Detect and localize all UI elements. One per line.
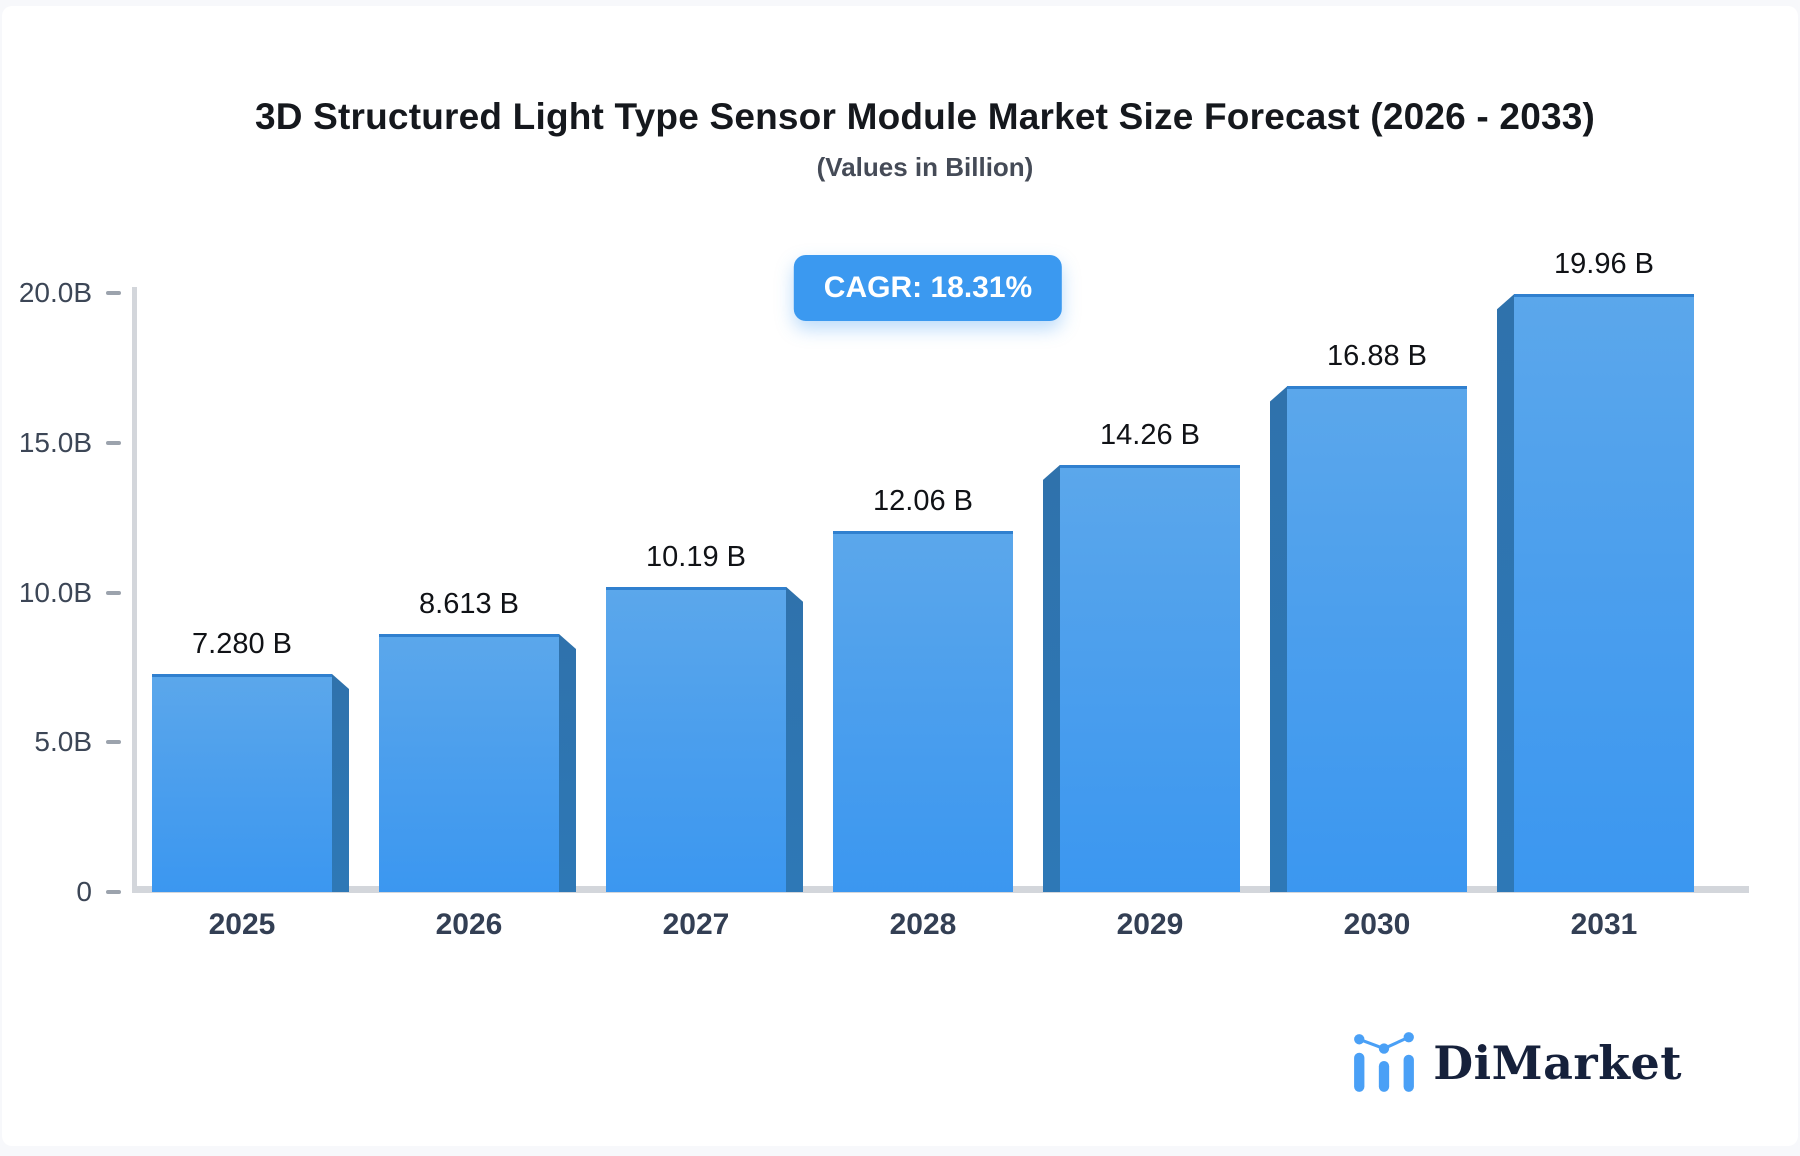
bar-value-label-2025: 7.280 B: [192, 627, 292, 660]
y-axis-tick-label: 10.0B: [18, 576, 92, 608]
bar-2031[interactable]: [1514, 294, 1694, 892]
bar-side-2025: [332, 673, 349, 892]
dimarket-logo: DiMarket: [1351, 1032, 1682, 1094]
bar-value-label-2031: 19.96 B: [1554, 248, 1654, 281]
x-axis-label-2025: 2025: [208, 908, 276, 941]
bar-2029[interactable]: [1060, 464, 1240, 892]
cagr-badge: CAGR: 18.31%: [793, 255, 1063, 321]
bar-side-2030: [1270, 386, 1287, 892]
x-axis-label-2031: 2031: [1570, 908, 1638, 941]
y-axis-tick-label: 5.0B: [34, 726, 92, 758]
bar-2027[interactable]: [606, 586, 786, 892]
chart-header: 3D Structured Light Type Sensor Module M…: [62, 96, 1788, 183]
mini-bar-chart-icon: [1351, 1032, 1417, 1094]
x-axis-label-2026: 2026: [435, 908, 503, 941]
bar-side-2029: [1043, 464, 1060, 892]
bar-2026[interactable]: [379, 634, 559, 892]
y-axis-tick-label: 0: [76, 876, 92, 907]
y-axis-line: [132, 287, 137, 893]
bar-2030[interactable]: [1287, 386, 1467, 892]
bar-value-label-2030: 16.88 B: [1327, 340, 1427, 373]
bar-side-2027: [786, 586, 803, 892]
bar-2025[interactable]: [152, 673, 332, 892]
chart-subtitle: (Values in Billion): [816, 152, 1034, 182]
y-axis-tick-mark: [106, 590, 121, 595]
y-axis-tick-mark: [106, 440, 121, 445]
x-axis-label-2027: 2027: [662, 908, 730, 941]
x-axis-label-2029: 2029: [1116, 908, 1184, 941]
y-axis-tick-mark: [106, 291, 121, 295]
y-axis-tick-label: 20.0B: [18, 277, 92, 308]
y-axis-tick-mark: [106, 740, 121, 745]
bar-2028[interactable]: [833, 530, 1013, 892]
y-axis-tick-label: 15.0B: [18, 426, 92, 458]
bar-value-label-2029: 14.26 B: [1100, 418, 1200, 451]
bar-value-label-2028: 12.06 B: [873, 484, 973, 517]
bar-side-2026: [559, 634, 576, 892]
chart-card: 3D Structured Light Type Sensor Module M…: [2, 6, 1798, 1146]
y-axis-tick-mark: [106, 890, 121, 894]
bar-value-label-2027: 10.19 B: [646, 540, 746, 573]
x-axis-label-2028: 2028: [889, 908, 957, 941]
bar-side-2031: [1497, 294, 1514, 892]
logo-text: DiMarket: [1433, 1036, 1682, 1090]
x-axis-label-2030: 2030: [1343, 908, 1411, 941]
bar-value-label-2026: 8.613 B: [419, 588, 519, 621]
chart-title: 3D Structured Light Type Sensor Module M…: [254, 96, 1596, 137]
